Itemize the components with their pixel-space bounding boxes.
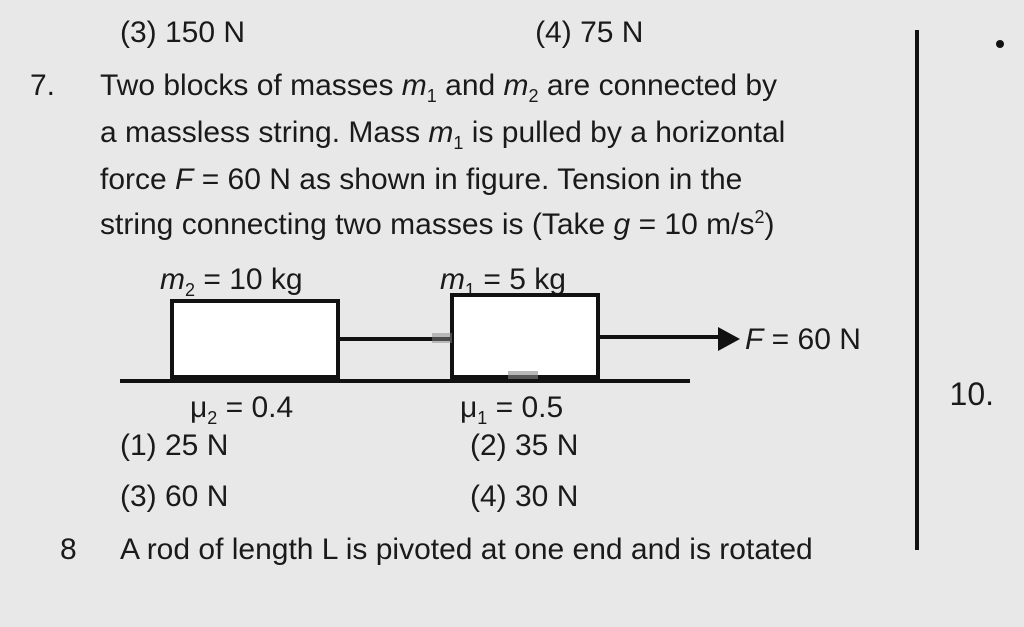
t: μ [460, 391, 477, 424]
next-question-marker: 10. [950, 370, 994, 418]
t: m [440, 263, 465, 296]
sub1b: 1 [453, 133, 463, 153]
sub1: 1 [427, 86, 437, 106]
t: F [745, 323, 763, 356]
var-m1: m [402, 69, 427, 102]
sub2: 2 [529, 86, 539, 106]
label-m2: m2 = 10 kg [160, 257, 303, 304]
print-smudge [432, 333, 452, 343]
t: and [437, 69, 504, 102]
opt-1: (1) 25 N [120, 423, 470, 468]
t: 1 [477, 408, 487, 428]
t: a massless string. Mass [100, 116, 428, 149]
var-F: F [175, 163, 193, 196]
ground-line [120, 379, 690, 383]
q7-text: Two blocks of masses m1 and m2 are conne… [100, 63, 880, 247]
label-mu1: μ1 = 0.5 [460, 385, 563, 432]
prev-opt-3: (3) 150 N [120, 10, 245, 55]
t: = 0.4 [217, 391, 293, 424]
t: = 60 N as shown in figure. Tension in th… [193, 163, 742, 196]
stray-dot [996, 40, 1004, 48]
t: = 5 kg [475, 263, 566, 296]
t: are connected by [539, 69, 778, 102]
var-m1b: m [428, 116, 453, 149]
prev-question-options: (3) 150 N (4) 75 N [120, 10, 994, 55]
block-m1 [450, 293, 600, 379]
t: is pulled by a horizontal [463, 116, 785, 149]
t: 2 [207, 408, 217, 428]
t: force [100, 163, 175, 196]
t: = 0.5 [487, 391, 563, 424]
column-divider [915, 30, 919, 550]
block-m2 [170, 299, 340, 379]
force-arrow-shaft [600, 335, 720, 339]
var-m2: m [504, 69, 529, 102]
print-smudge [508, 371, 538, 379]
opt-4: (4) 30 N [470, 474, 820, 519]
q8-text: A rod of length L is pivoted at one end … [120, 533, 813, 566]
t: μ [190, 391, 207, 424]
q7-options: (1) 25 N (2) 35 N (3) 60 N (4) 30 N [120, 423, 820, 525]
q7-figure: m2 = 10 kg m1 = 5 kg F = 60 N μ2 = 0.4 μ… [120, 257, 870, 417]
question-8-partial: 8A rod of length L is pivoted at one end… [60, 527, 994, 572]
sq: 2 [754, 207, 764, 227]
q7-number: 7. [30, 63, 100, 247]
t: = 10 m/s [630, 208, 754, 241]
label-F: F = 60 N [745, 317, 861, 362]
t: = 10 kg [195, 263, 303, 296]
label-mu2: μ2 = 0.4 [190, 385, 293, 432]
prev-opt-4: (4) 75 N [535, 10, 643, 55]
t: string connecting two masses is (Take [100, 208, 614, 241]
t: ) [764, 208, 774, 241]
question-7: 7. Two blocks of masses m1 and m2 are co… [30, 63, 994, 247]
var-g: g [614, 208, 631, 241]
t: m [160, 263, 185, 296]
force-arrow-head [718, 327, 740, 351]
q8-number: 8 [60, 527, 120, 572]
t: Two blocks of masses [100, 69, 402, 102]
t: 2 [185, 280, 195, 300]
opt-3: (3) 60 N [120, 474, 470, 519]
t: = 60 N [763, 323, 861, 356]
page-root: 10. (3) 150 N (4) 75 N 7. Two blocks of … [0, 0, 1024, 627]
